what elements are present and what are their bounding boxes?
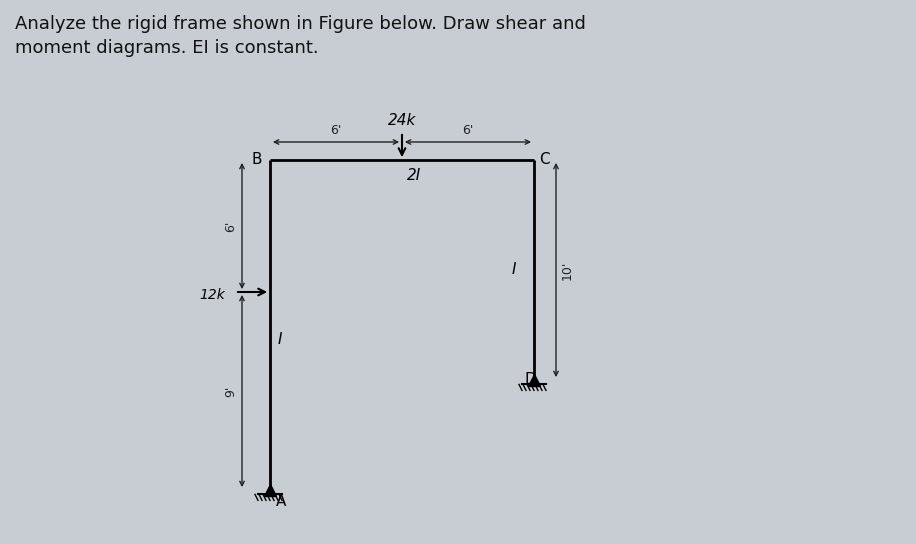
Text: I: I [512, 263, 517, 277]
Text: 6': 6' [331, 124, 342, 137]
Text: A: A [276, 494, 287, 509]
Text: 12k: 12k [200, 288, 225, 302]
Text: moment diagrams. EI is constant.: moment diagrams. EI is constant. [15, 39, 319, 57]
Text: 10': 10' [561, 261, 574, 280]
Text: C: C [539, 152, 550, 168]
Text: D: D [524, 372, 536, 387]
Text: 9': 9' [224, 385, 237, 397]
Text: 6': 6' [224, 220, 237, 232]
Text: B: B [252, 152, 262, 168]
Text: 24k: 24k [387, 113, 416, 128]
Text: I: I [278, 332, 282, 348]
Text: Analyze the rigid frame shown in Figure below. Draw shear and: Analyze the rigid frame shown in Figure … [15, 15, 586, 33]
Text: 6': 6' [463, 124, 474, 137]
Text: 2I: 2I [407, 168, 421, 183]
